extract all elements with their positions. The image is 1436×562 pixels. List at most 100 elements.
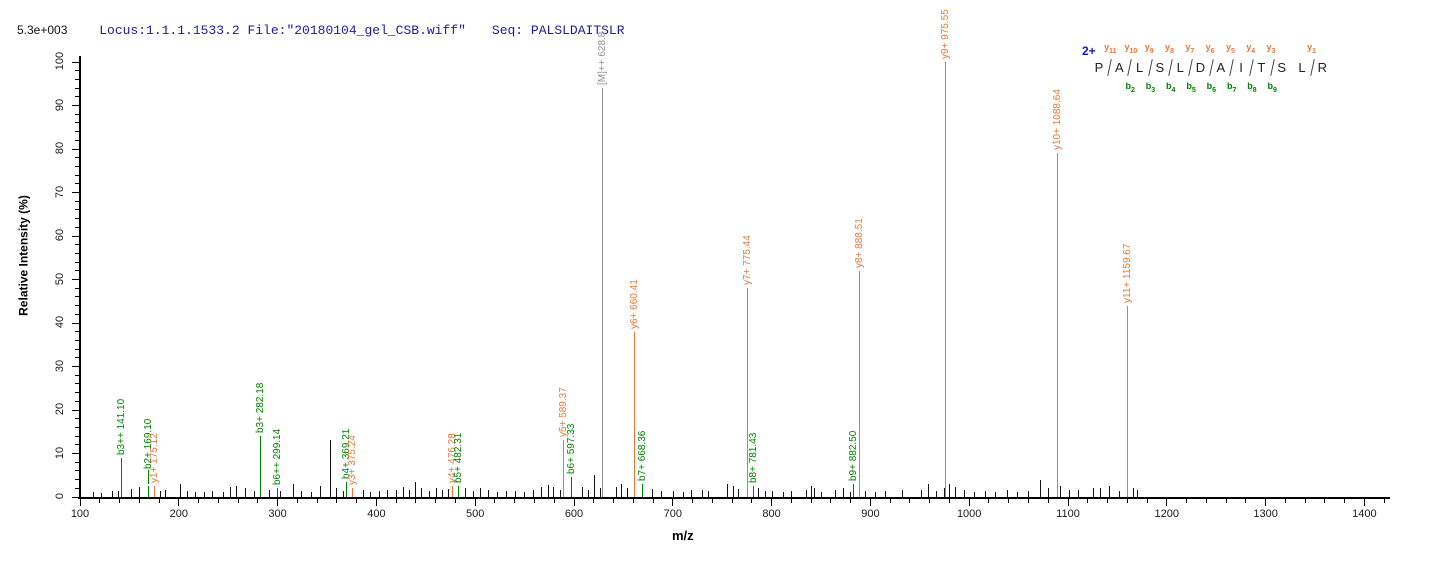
noise-peak <box>139 487 141 497</box>
noise-peak <box>473 490 475 497</box>
x-minor-tick <box>632 499 634 503</box>
noise-peak <box>943 488 945 497</box>
x-minor-tick <box>1126 499 1128 503</box>
residue-letter: L <box>1176 60 1184 75</box>
x-minor-tick <box>711 499 713 503</box>
noise-peak <box>1068 490 1070 497</box>
noise-peak <box>821 492 822 497</box>
noise-peak <box>581 486 583 497</box>
x-minor-tick <box>356 499 358 503</box>
noise-peak <box>279 490 281 497</box>
y-minor-tick <box>75 287 79 289</box>
noise-peak <box>708 490 710 497</box>
x-minor-tick <box>158 499 160 503</box>
y-minor-tick <box>75 70 79 72</box>
noise-peak <box>660 491 662 497</box>
noise-peak <box>875 491 877 497</box>
y-tick-label: 30 <box>54 359 66 372</box>
y-minor-tick <box>75 392 79 394</box>
y-ion-peak-label: y3+ 375.24 <box>346 435 358 486</box>
y-minor-tick <box>75 113 79 115</box>
y-minor-tick <box>75 131 79 133</box>
y-major-tick <box>72 235 79 237</box>
noise-peak <box>441 490 443 497</box>
y-minor-tick <box>75 383 79 385</box>
noise-peak <box>1133 488 1135 497</box>
x-major-tick <box>1166 499 1168 506</box>
seq-value: PALSLDAITSLR <box>530 23 625 38</box>
y-minor-tick <box>75 96 79 98</box>
b-ion-peak <box>457 486 459 497</box>
y-tick-label: 50 <box>54 272 66 285</box>
noise-peak <box>783 492 785 497</box>
noise-peak <box>131 489 133 497</box>
noise-peak <box>100 492 102 497</box>
x-minor-tick <box>514 499 516 503</box>
y-ion-peak-label: y10+ 1088.64 <box>1051 89 1063 151</box>
noise-peak <box>553 487 555 497</box>
noise-peak <box>865 490 867 497</box>
x-minor-tick <box>692 499 694 503</box>
y-fragment-label: y11 <box>1104 42 1117 55</box>
noise-peak <box>179 483 181 497</box>
noise-peak <box>1016 491 1018 497</box>
x-axis-title: m/z <box>672 528 694 543</box>
y-ion-peak <box>945 62 947 497</box>
y-minor-tick <box>75 418 79 420</box>
noise-peak <box>994 492 996 497</box>
y-tick-label: 20 <box>54 402 66 416</box>
noise-peak <box>514 491 516 497</box>
y-minor-tick <box>75 165 79 167</box>
y-ion-peak-label: y1+ 175.12 <box>149 433 161 484</box>
noise-peak <box>1137 490 1139 497</box>
noise-peak <box>690 490 692 497</box>
b-fragment-label: b2 <box>1125 81 1135 94</box>
b-fragment-label: b6 <box>1206 81 1217 94</box>
y-minor-tick <box>75 461 79 463</box>
noise-peak <box>329 440 331 497</box>
y-major-tick <box>72 496 79 498</box>
noise-peak <box>806 490 808 497</box>
b-ion-peak <box>276 488 278 497</box>
noise-peak <box>496 492 498 497</box>
y-minor-tick <box>75 479 79 481</box>
noise-peak <box>447 489 449 497</box>
noise-peak <box>428 490 430 497</box>
y-major-tick <box>72 366 79 367</box>
y-minor-tick <box>75 209 79 211</box>
x-minor-tick <box>1107 499 1109 503</box>
x-minor-tick <box>138 499 140 503</box>
y-minor-tick <box>75 357 79 359</box>
noise-peak <box>488 490 490 497</box>
x-minor-tick <box>119 499 121 503</box>
residue-letter: I <box>1239 60 1243 75</box>
y-minor-tick <box>75 122 79 124</box>
x-minor-tick <box>652 499 654 503</box>
noise-peak <box>548 484 550 497</box>
x-major-tick <box>375 499 377 506</box>
noise-peak <box>682 491 684 497</box>
b-ion-peak <box>148 486 150 497</box>
x-minor-tick <box>1186 499 1188 503</box>
b-fragment-label: b3 <box>1145 81 1156 94</box>
y-fragment-label: y10 <box>1124 42 1138 55</box>
noise-peak <box>465 488 467 497</box>
x-minor-tick <box>850 499 852 503</box>
residue-letter: P <box>1094 60 1104 75</box>
x-minor-tick <box>751 499 753 503</box>
noise-peak <box>949 483 951 497</box>
y-ion-peak-label: y8+ 888.51 <box>854 218 866 268</box>
y-ion-peak <box>633 331 635 497</box>
residue-letter: T <box>1257 60 1266 75</box>
x-major-tick <box>869 499 871 506</box>
x-minor-tick <box>494 499 496 503</box>
x-axis-line <box>78 497 1390 499</box>
noise-peak <box>335 488 337 497</box>
y-major-tick <box>72 322 79 324</box>
b-ion-peak <box>641 483 643 497</box>
x-major-tick <box>79 499 81 506</box>
noise-peak <box>702 490 704 497</box>
x-tick-label: 600 <box>564 508 584 520</box>
